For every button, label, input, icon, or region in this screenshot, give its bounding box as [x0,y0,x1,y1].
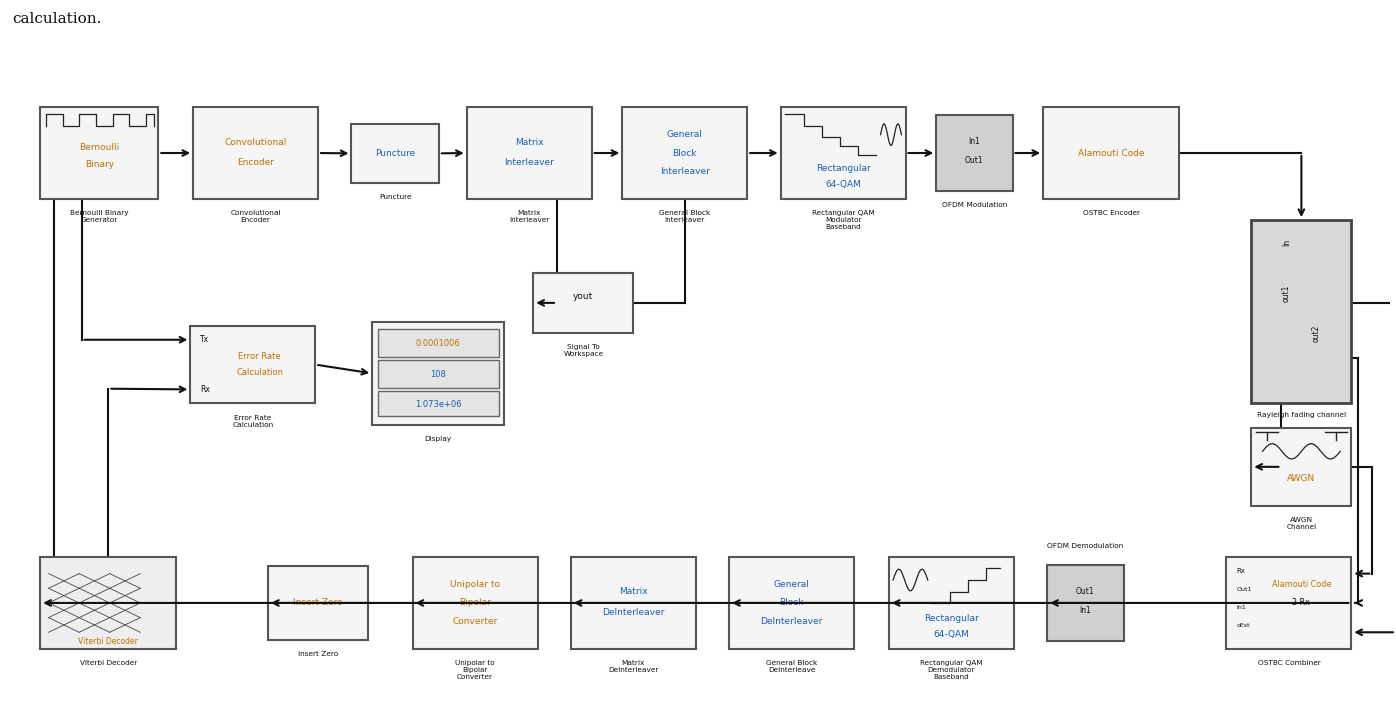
Text: Rectangular QAM
Modulator
Baseband: Rectangular QAM Modulator Baseband [811,210,874,230]
Text: 1.073e+06: 1.073e+06 [415,399,462,409]
Text: out2: out2 [1312,325,1321,343]
Text: Convolutional: Convolutional [225,137,286,147]
FancyBboxPatch shape [190,326,315,404]
Text: 64-QAM: 64-QAM [934,629,969,639]
FancyBboxPatch shape [40,557,176,649]
Text: Insert Zero: Insert Zero [293,598,343,607]
Text: Rectangular: Rectangular [924,614,979,623]
Text: Matrix: Matrix [618,588,648,596]
FancyBboxPatch shape [937,115,1012,191]
Text: Matrix: Matrix [515,137,543,147]
Text: General: General [773,580,810,589]
Text: Viterbi Decoder: Viterbi Decoder [78,637,138,646]
Text: Interleaver: Interleaver [660,167,709,176]
Text: Block: Block [673,149,697,157]
Text: Tx: Tx [200,336,209,344]
Text: out1: out1 [1282,285,1291,302]
Text: Convolutional
Encoder: Convolutional Encoder [230,210,281,223]
Text: In1: In1 [969,137,980,146]
Text: AWGN
Channel: AWGN Channel [1286,517,1316,530]
Text: Rectangular: Rectangular [815,164,871,173]
FancyBboxPatch shape [1251,428,1351,506]
Text: 108: 108 [430,370,447,379]
Text: In1: In1 [1079,606,1092,615]
Text: Out1: Out1 [1237,587,1252,592]
Text: oEst: oEst [1237,623,1249,629]
Text: yout: yout [574,292,593,302]
FancyBboxPatch shape [373,322,504,425]
Text: Signal To
Workspace: Signal To Workspace [563,344,603,357]
Text: Bipolar: Bipolar [459,598,491,607]
Text: 0.0001006: 0.0001006 [416,339,461,348]
FancyBboxPatch shape [378,360,498,388]
FancyBboxPatch shape [889,557,1013,649]
Text: Rx: Rx [1237,568,1245,574]
Text: Rectangular QAM
Demodulator
Baseband: Rectangular QAM Demodulator Baseband [920,660,983,680]
Text: OFDM Modulation: OFDM Modulation [942,202,1007,208]
Text: General Block
Interleaver: General Block Interleaver [659,210,711,223]
FancyBboxPatch shape [193,107,318,199]
Text: Alamouti Code: Alamouti Code [1078,149,1145,157]
Text: Unipolar to
Bipolar
Converter: Unipolar to Bipolar Converter [455,660,494,680]
Text: DeInterleaver: DeInterleaver [602,607,664,617]
Text: Out1: Out1 [965,156,984,165]
FancyBboxPatch shape [1043,107,1180,199]
Text: Viterbi Decoder: Viterbi Decoder [80,660,137,666]
Text: General Block
DeInterleave: General Block DeInterleave [766,660,817,673]
Text: DeInterleaver: DeInterleaver [761,617,822,626]
Text: Matrix
DeInterleaver: Matrix DeInterleaver [609,660,659,673]
Text: 64-QAM: 64-QAM [825,180,861,189]
Text: OSTBC Encoder: OSTBC Encoder [1083,210,1139,216]
FancyBboxPatch shape [1227,557,1351,649]
Text: calculation.: calculation. [13,12,102,26]
FancyBboxPatch shape [571,557,695,649]
FancyBboxPatch shape [780,107,906,199]
FancyBboxPatch shape [378,329,498,357]
FancyBboxPatch shape [466,107,592,199]
Text: In1: In1 [1237,605,1247,610]
FancyBboxPatch shape [40,107,158,199]
Text: OSTBC Combiner: OSTBC Combiner [1258,660,1321,666]
Text: In: In [1282,239,1291,246]
Text: Alamouti Code: Alamouti Code [1272,580,1330,589]
FancyBboxPatch shape [533,273,634,333]
Text: Rayleigh fading channel: Rayleigh fading channel [1256,411,1346,418]
Text: Error Rate: Error Rate [239,353,281,361]
Text: Bernoulli Binary
Generator: Bernoulli Binary Generator [70,210,128,223]
Text: Display: Display [424,436,452,442]
Text: Calculation: Calculation [236,368,283,377]
Text: Block: Block [779,598,804,607]
FancyBboxPatch shape [352,124,438,183]
Text: Rx: Rx [200,385,209,394]
Text: Binary: Binary [85,159,114,169]
Text: Bernoulli: Bernoulli [80,143,120,152]
Text: General: General [667,130,702,139]
Text: Insert Zero: Insert Zero [297,651,338,657]
FancyBboxPatch shape [268,566,369,639]
Text: Interleaver: Interleaver [504,158,554,166]
Text: 2 Rx: 2 Rx [1293,598,1311,607]
Text: Converter: Converter [452,617,497,626]
Text: Unipolar to: Unipolar to [450,580,500,589]
FancyBboxPatch shape [412,557,537,649]
FancyBboxPatch shape [729,557,854,649]
Text: OFDM Demodulation: OFDM Demodulation [1047,543,1124,549]
Text: Out1: Out1 [1076,587,1094,596]
Text: Puncture: Puncture [376,149,415,158]
Text: Matrix
Interleaver: Matrix Interleaver [510,210,549,223]
FancyBboxPatch shape [378,391,498,416]
FancyBboxPatch shape [623,107,747,199]
FancyBboxPatch shape [1251,220,1351,404]
FancyBboxPatch shape [1047,565,1124,641]
Text: AWGN: AWGN [1287,474,1315,483]
Text: Puncture: Puncture [378,194,412,200]
Text: Error Rate
Calculation: Error Rate Calculation [232,415,274,428]
Text: Encoder: Encoder [237,158,274,166]
